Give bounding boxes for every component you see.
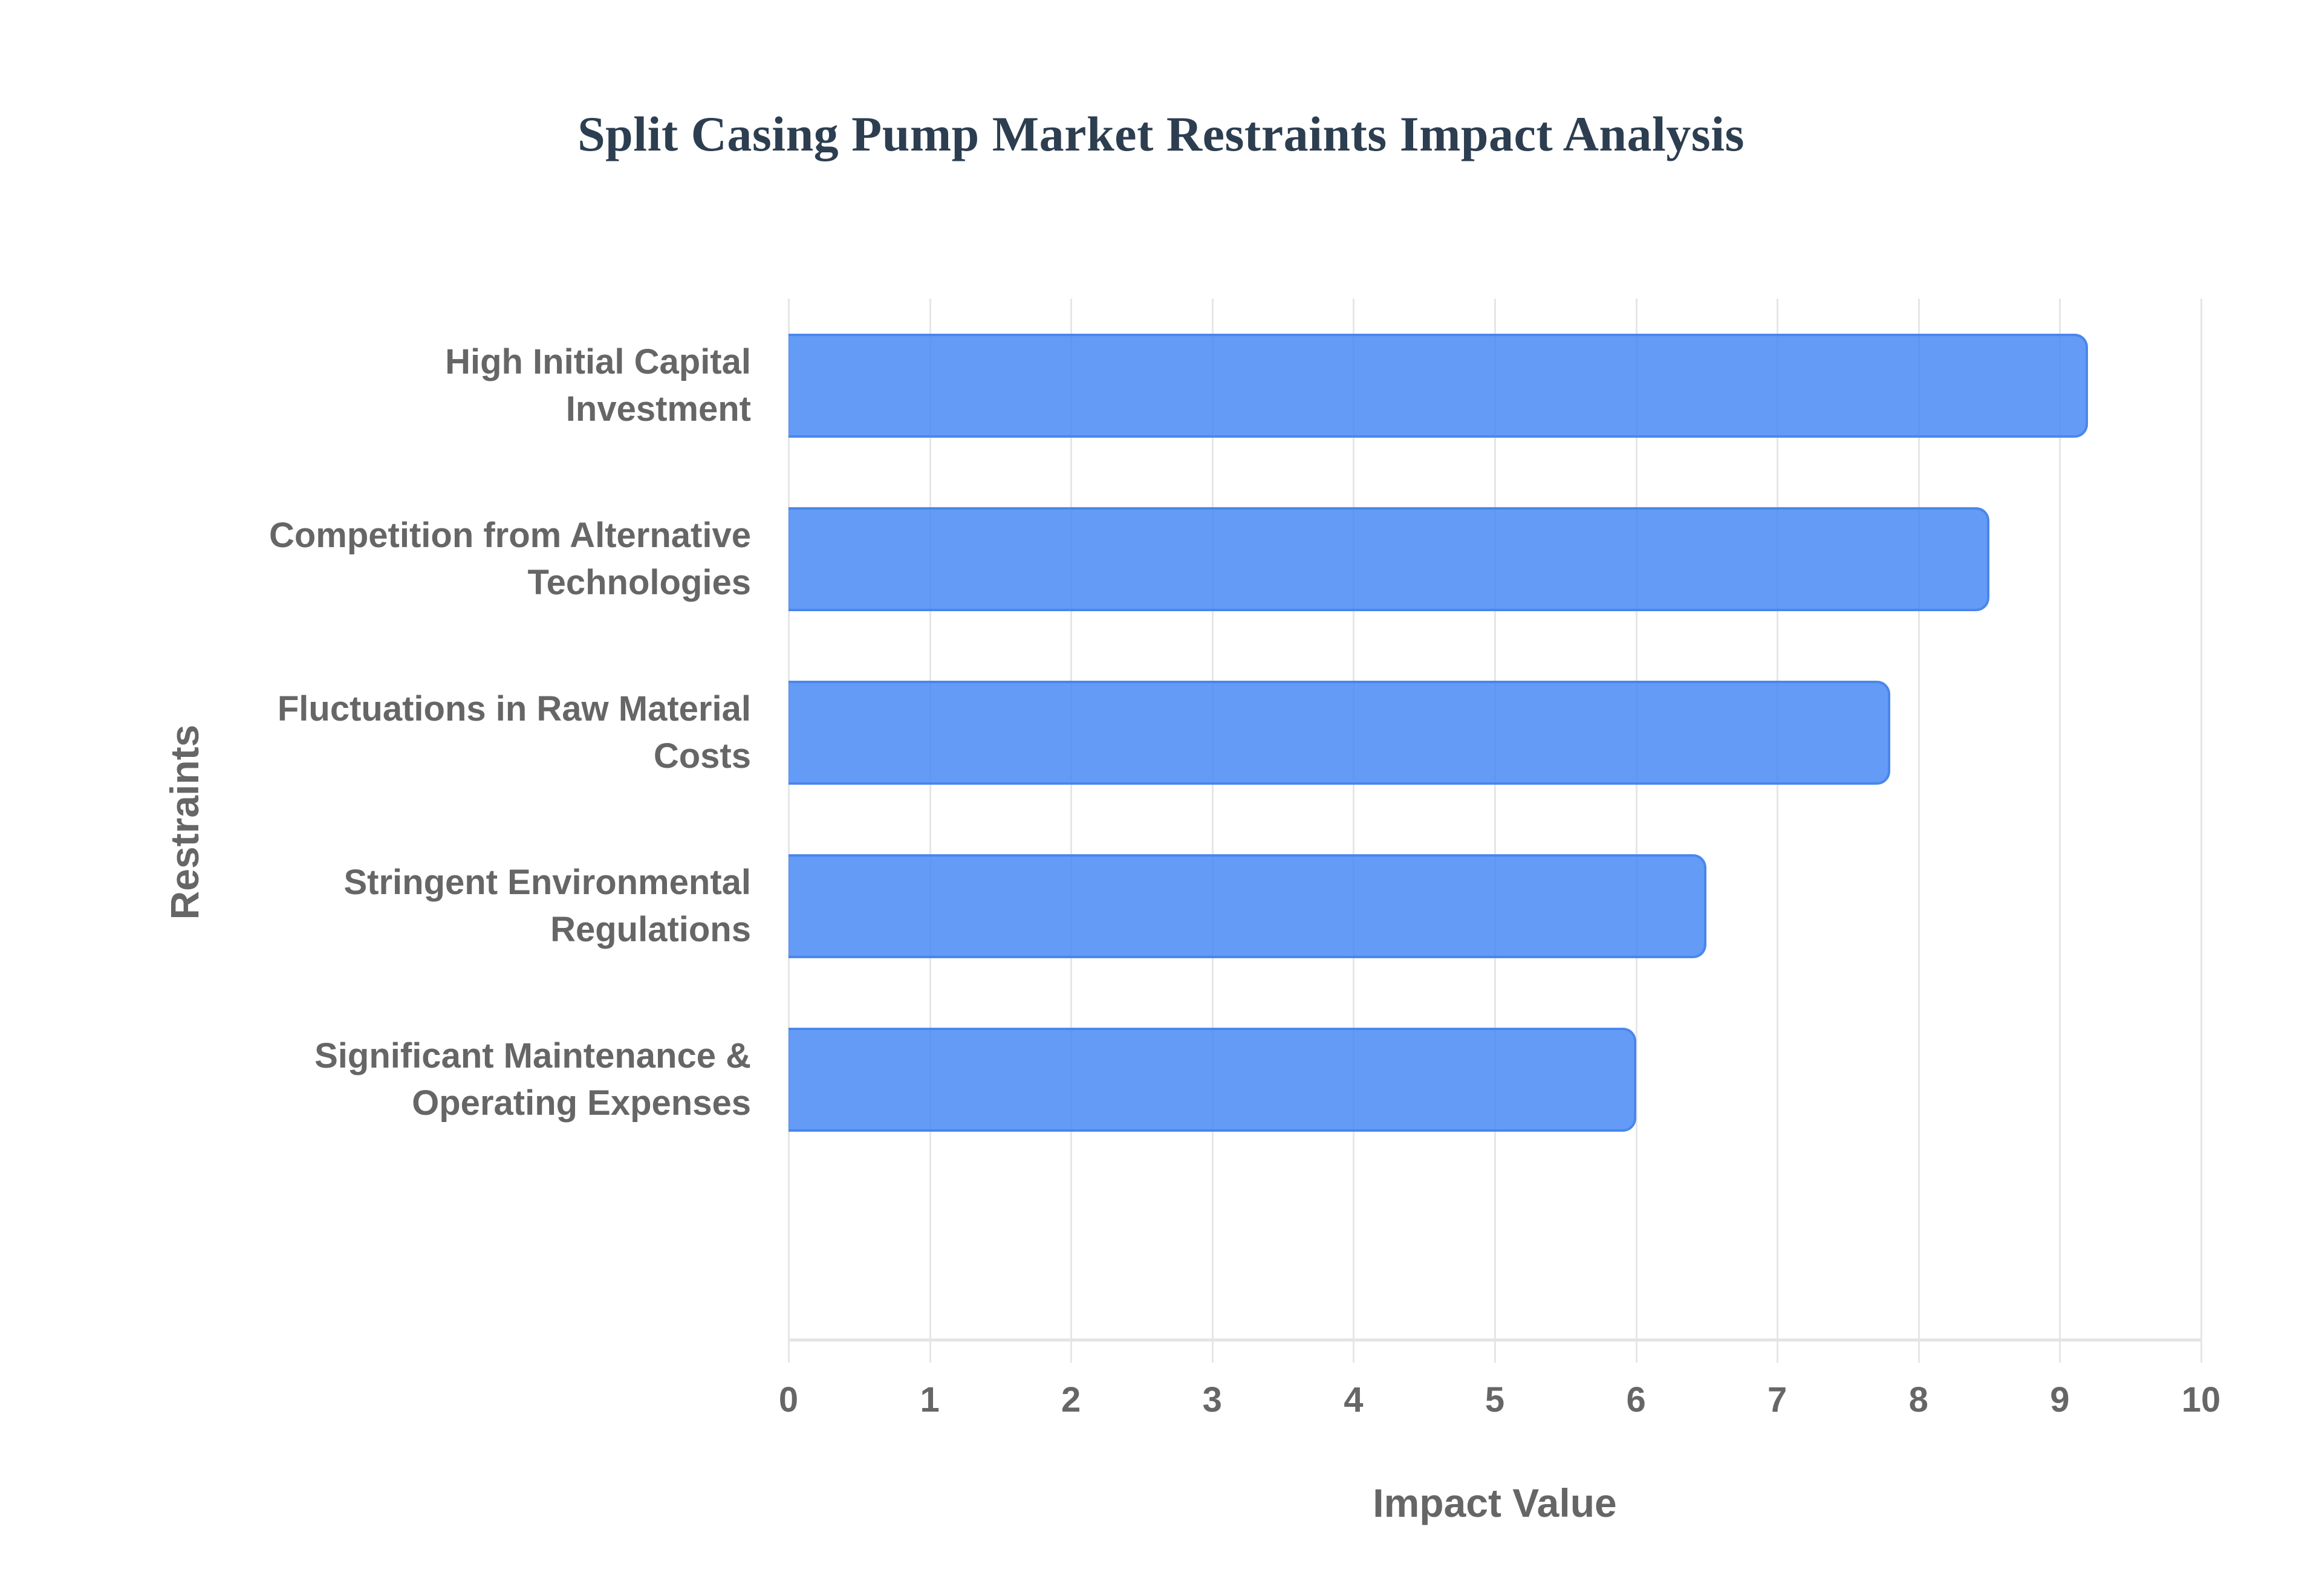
x-tick-label: 2 [1061, 1380, 1081, 1419]
category-label-line: Costs [653, 736, 751, 776]
x-tick-label: 10 [2181, 1380, 2221, 1419]
x-axis-line [789, 1338, 2201, 1341]
x-tick-label: 5 [1485, 1380, 1505, 1419]
gridline [2200, 299, 2202, 1363]
x-tick-label: 6 [1626, 1380, 1646, 1419]
gridline [1353, 299, 1355, 1363]
category-label-line: Technologies [527, 562, 751, 602]
bar[interactable] [789, 1027, 1636, 1132]
category-label-line: Significant Maintenance & [314, 1036, 751, 1075]
x-tick-label: 7 [1768, 1380, 1787, 1419]
gridline [1211, 299, 1214, 1363]
x-tick-label: 0 [778, 1380, 799, 1419]
gridline [1635, 299, 1637, 1363]
gridline [1917, 299, 1920, 1363]
chart-title: Split Casing Pump Market Restraints Impa… [577, 106, 1745, 161]
category-label-line: High Initial Capital [445, 342, 751, 381]
category-label: High Initial Capital Investment [86, 339, 751, 433]
category-label: Stringent Environmental Regulations [86, 859, 751, 953]
category-label-line: Investment [565, 389, 751, 429]
category-label: Significant Maintenance & Operating Expen… [86, 1033, 751, 1127]
x-tick-label: 3 [1202, 1380, 1222, 1419]
x-tick-label: 4 [1344, 1380, 1364, 1419]
gridline [788, 299, 790, 1363]
category-label-line: Regulations [550, 909, 751, 949]
x-tick-label: 1 [920, 1380, 940, 1419]
category-label: Competition from Alternative Technologies [86, 512, 751, 606]
x-tick-label: 9 [2050, 1380, 2070, 1419]
category-label-line: Competition from Alternative [268, 515, 751, 555]
gridline [2059, 299, 2061, 1363]
gridline [929, 299, 931, 1363]
bar[interactable] [789, 680, 1891, 785]
x-axis-title: Impact Value [1373, 1481, 1617, 1525]
bar[interactable] [789, 507, 1989, 611]
x-tick-label: 8 [1908, 1380, 1928, 1419]
category-label-line: Stringent Environmental [343, 862, 751, 902]
plot-area [788, 299, 2202, 1363]
category-label-line: Fluctuations in Raw Material [277, 689, 751, 728]
gridline [1494, 299, 1496, 1363]
gridline [1777, 299, 1779, 1363]
category-label: Fluctuations in Raw Material Costs [86, 686, 751, 780]
category-label-line: Operating Expenses [412, 1083, 751, 1123]
bar[interactable] [789, 333, 2089, 438]
bar[interactable] [789, 854, 1707, 958]
gridline [1070, 299, 1073, 1363]
